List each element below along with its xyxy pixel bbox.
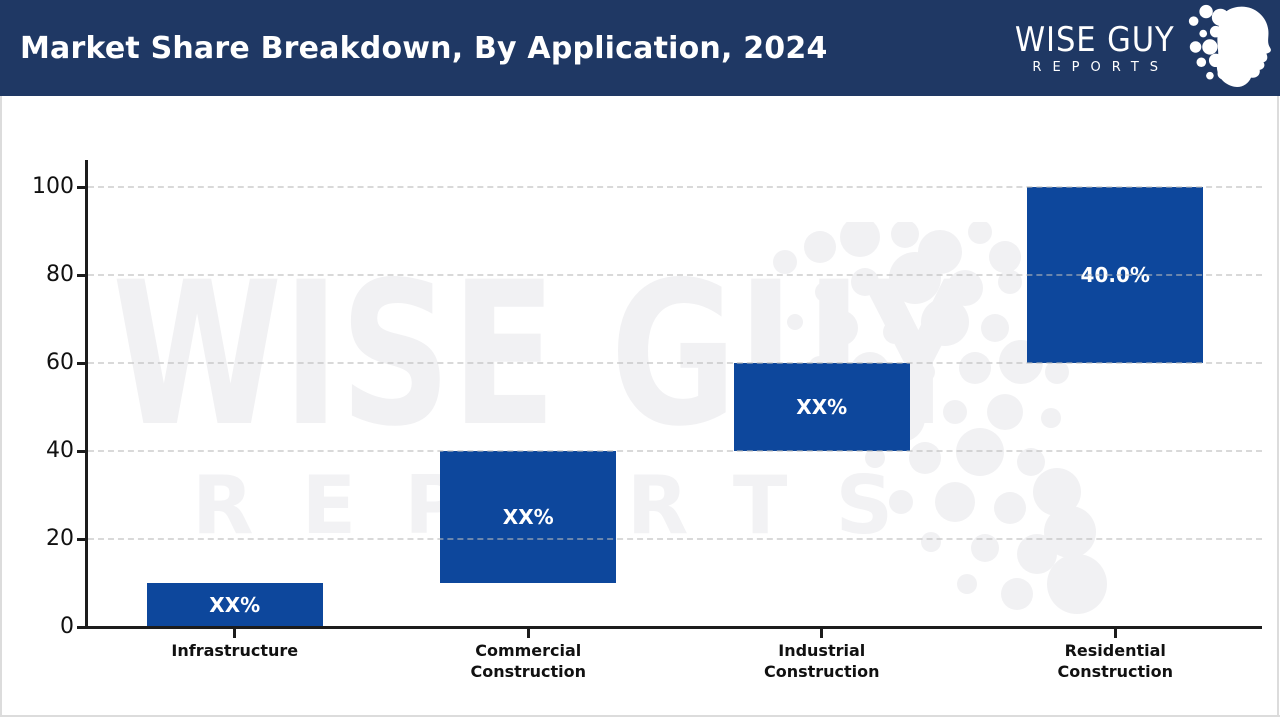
y-axis-tick <box>77 186 86 189</box>
bar-segment: XX% <box>733 363 910 451</box>
gridline <box>88 450 1262 452</box>
bar-value-label: XX% <box>502 505 554 529</box>
watermark-head-dots <box>765 217 1110 621</box>
x-axis-tick <box>233 629 237 638</box>
bar-segment: XX% <box>146 583 323 627</box>
x-axis-tick <box>1113 629 1117 638</box>
y-axis-tick <box>77 450 86 453</box>
y-axis-tick-label: 80 <box>46 262 74 287</box>
y-axis-tick-label: 0 <box>60 614 74 639</box>
gridline <box>88 274 1262 276</box>
x-axis-category-label: Infrastructure <box>171 641 299 660</box>
y-axis-tick <box>77 626 86 629</box>
gridline <box>88 186 1262 188</box>
gridline <box>88 538 1262 540</box>
y-axis-tick <box>77 538 86 541</box>
brand-name: WISE GUY <box>1015 19 1176 60</box>
left-edge-line <box>0 96 2 716</box>
x-axis-tick <box>820 629 824 638</box>
bar-value-label: XX% <box>796 395 848 419</box>
y-axis-tick-label: 60 <box>46 350 74 375</box>
x-axis-category-label: Commercial Construction <box>470 641 587 681</box>
y-axis-tick-label: 20 <box>46 526 74 551</box>
bar-segment: XX% <box>440 451 617 583</box>
bottom-edge-line <box>0 715 1280 717</box>
bar-value-label: XX% <box>209 593 261 617</box>
y-axis-tick <box>77 362 86 365</box>
y-axis-tick-label: 100 <box>32 174 74 199</box>
gridline <box>88 362 1262 364</box>
header-bar: Market Share Breakdown, By Application, … <box>0 0 1280 96</box>
logo-head-icon <box>1186 1 1274 95</box>
y-axis-tick <box>77 274 86 277</box>
right-edge-line <box>1277 96 1279 716</box>
page-title: Market Share Breakdown, By Application, … <box>20 30 828 66</box>
brand-subtitle: REPORTS <box>1032 59 1170 75</box>
y-axis-line <box>85 160 88 629</box>
brand-logo: WISE GUY REPORTS <box>1006 2 1274 94</box>
x-axis-tick <box>526 629 530 638</box>
brand-logo-text: WISE GUY REPORTS <box>1006 23 1184 74</box>
x-axis-category-label: Industrial Construction <box>763 641 880 681</box>
y-axis-tick-label: 40 <box>46 438 74 463</box>
x-axis-category-label: Residential Construction <box>1057 641 1174 681</box>
x-axis-line <box>85 626 1262 629</box>
